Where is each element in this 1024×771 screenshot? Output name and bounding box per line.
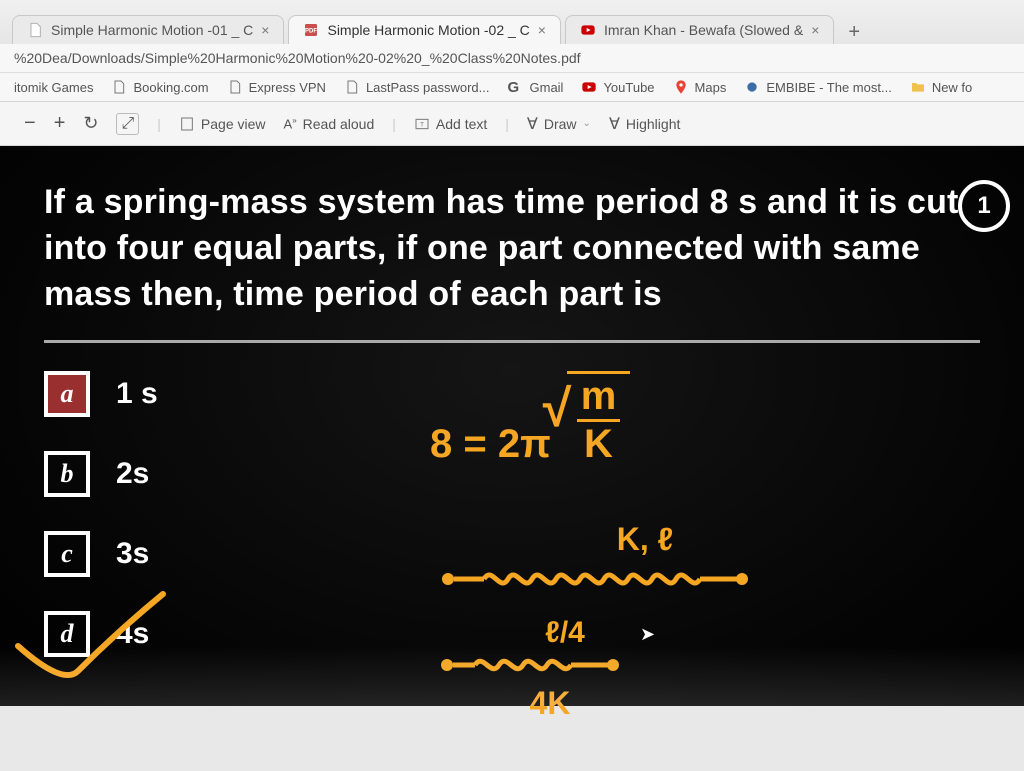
bookmark-label: itomik Games [14, 80, 93, 95]
new-tab-button[interactable]: + [838, 21, 870, 44]
bookmark-express-vpn[interactable]: Express VPN [227, 79, 326, 95]
slide-content: If a spring-mass system has time period … [0, 146, 1024, 706]
draw-button[interactable]: ∀ Draw ⌄ [527, 114, 591, 134]
bookmark-itomik-games[interactable]: itomik Games [14, 80, 93, 95]
page-view-icon [179, 116, 195, 132]
draw-label: Draw [544, 116, 577, 132]
option-letter-box: c [44, 531, 90, 577]
read-aloud-label: Read aloud [303, 116, 375, 132]
handwriting-checkmark [8, 586, 168, 696]
divider [44, 340, 980, 343]
bookmark-new-folder[interactable]: New fo [910, 79, 972, 95]
bookmark-label: Express VPN [249, 80, 326, 95]
page-icon [111, 79, 127, 95]
page-view-button[interactable]: Page view [179, 116, 266, 132]
bookmark-label: Booking.com [133, 80, 208, 95]
highlight-icon: ∀ [609, 114, 620, 134]
option-text: 2s [116, 457, 149, 491]
pdf-icon: PDF [303, 22, 319, 38]
bookmark-label: EMBIBE - The most... [766, 80, 891, 95]
option-text: 3s [116, 537, 149, 571]
option-letter-box: a [44, 371, 90, 417]
draw-icon: ∀ [527, 114, 538, 134]
svg-text:T: T [420, 121, 424, 128]
bookmark-label: Maps [695, 80, 727, 95]
page-icon [344, 79, 360, 95]
bookmark-gmail[interactable]: G Gmail [508, 79, 564, 95]
spring-top-label: ℓ/4 [510, 616, 620, 650]
bookmark-label: New fo [932, 80, 972, 95]
address-bar[interactable]: %20Dea/Downloads/Simple%20Harmonic%20Mot… [0, 44, 1024, 73]
add-text-label: Add text [436, 116, 487, 132]
rotate-button[interactable]: ↻ [83, 113, 98, 134]
read-aloud-button[interactable]: A» Read aloud [284, 116, 375, 132]
url-text: %20Dea/Downloads/Simple%20Harmonic%20Mot… [14, 50, 581, 66]
chevron-down-icon: ⌄ [583, 118, 591, 129]
file-icon [27, 22, 43, 38]
separator: | [157, 116, 161, 132]
bookmark-lastpass[interactable]: LastPass password... [344, 79, 490, 95]
maps-icon [673, 79, 689, 95]
tab-youtube-music[interactable]: Imran Khan - Bewafa (Slowed & × [565, 15, 834, 44]
handwriting-spring-quarter: ℓ/4 4K [440, 616, 620, 722]
option-text: 1 s [116, 377, 158, 411]
folder-icon [910, 79, 926, 95]
bookmark-embibe[interactable]: EMBIBE - The most... [744, 79, 891, 95]
spring-bottom-label: 4K [480, 685, 620, 722]
bookmark-booking[interactable]: Booking.com [111, 79, 208, 95]
close-icon[interactable]: × [261, 22, 269, 38]
bookmark-label: YouTube [603, 80, 654, 95]
separator: | [505, 116, 509, 132]
youtube-icon [581, 79, 597, 95]
eq-prefix: 8 = 2π [430, 422, 551, 466]
page-icon [227, 79, 243, 95]
spring-label: K, ℓ [540, 521, 750, 558]
tab-title: Simple Harmonic Motion -02 _ C [327, 22, 529, 38]
spring-quarter-icon [440, 650, 620, 680]
zoom-out-button[interactable]: − [24, 112, 36, 135]
question-text: If a spring-mass system has time period … [44, 180, 980, 318]
youtube-icon [580, 22, 596, 38]
highlight-label: Highlight [626, 116, 680, 132]
separator: | [392, 116, 396, 132]
pdf-toolbar: − + ↻ ⤢ | Page view A» Read aloud | T Ad… [0, 102, 1024, 146]
option-letter-box: b [44, 451, 90, 497]
handwriting-spring-full: K, ℓ [440, 521, 750, 601]
read-aloud-icon: A» [284, 116, 297, 131]
spring-icon [440, 562, 750, 596]
question-number: 1 [958, 180, 1010, 232]
tab-shm-02[interactable]: PDF Simple Harmonic Motion -02 _ C × [288, 15, 560, 44]
fit-button[interactable]: ⤢ [116, 113, 139, 135]
tab-shm-01[interactable]: Simple Harmonic Motion -01 _ C × [12, 15, 284, 44]
tab-title: Imran Khan - Bewafa (Slowed & [604, 22, 803, 38]
bookmark-youtube[interactable]: YouTube [581, 79, 654, 95]
handwriting-equation: 8 = 2π √ m K [430, 371, 630, 467]
page-view-label: Page view [201, 116, 266, 132]
eq-denominator: K [577, 422, 621, 467]
gmail-icon: G [508, 79, 524, 95]
bookmarks-bar: itomik Games Booking.com Express VPN Las… [0, 73, 1024, 102]
add-text-button[interactable]: T Add text [414, 116, 487, 132]
browser-tab-bar: Simple Harmonic Motion -01 _ C × PDF Sim… [0, 0, 1024, 44]
svg-text:PDF: PDF [305, 29, 317, 35]
eq-numerator: m [577, 374, 621, 422]
close-icon[interactable]: × [538, 22, 546, 38]
bookmark-maps[interactable]: Maps [673, 79, 727, 95]
dot-icon [744, 79, 760, 95]
bookmark-label: Gmail [530, 80, 564, 95]
bookmark-label: LastPass password... [366, 80, 490, 95]
highlight-button[interactable]: ∀ Highlight [609, 114, 680, 134]
tab-title: Simple Harmonic Motion -01 _ C [51, 22, 253, 38]
close-icon[interactable]: × [811, 22, 819, 38]
zoom-in-button[interactable]: + [54, 112, 66, 135]
add-text-icon: T [414, 116, 430, 132]
